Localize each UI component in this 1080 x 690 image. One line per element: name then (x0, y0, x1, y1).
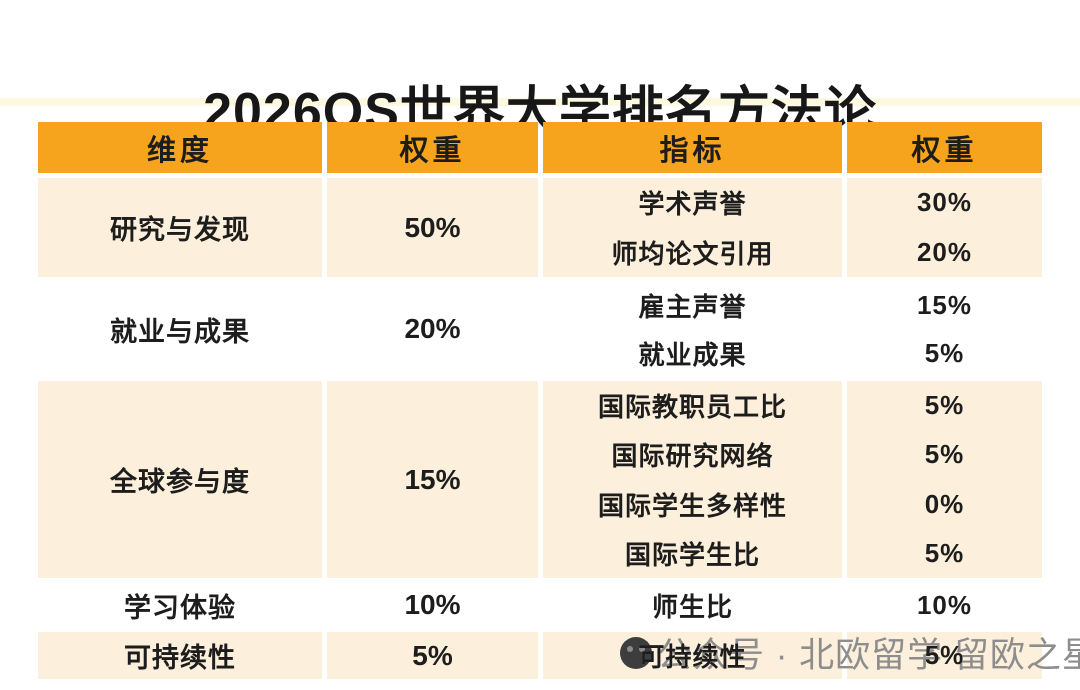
indicator-name: 就业成果 (638, 339, 747, 370)
table-header-row: 维度 权重 指标 权重 (38, 122, 1043, 173)
table-row-sustainability: 可持续性 5% 可持续性 5% (38, 632, 1043, 679)
indicator-weight-list: 5% (847, 632, 1042, 679)
table-row-research-discovery: 研究与发现 50% 学术声誉 师均论文引用 30% 20% (38, 178, 1043, 277)
dimension-name: 可持续性 (38, 632, 322, 679)
indicator-weight-list: 30% 20% (847, 178, 1042, 277)
indicator-weight: 15% (916, 289, 973, 320)
indicator-name-list: 学术声誉 师均论文引用 (543, 178, 842, 277)
indicator-weight: 10% (916, 589, 973, 620)
indicator-weight: 30% (916, 187, 973, 218)
indicator-name-list: 可持续性 (543, 632, 842, 679)
header-cell-indicator-weight: 权重 (847, 122, 1042, 173)
dimension-name: 就业与成果 (38, 281, 322, 377)
indicator-weight-list: 10% (847, 582, 1042, 628)
indicator-weight: 5% (924, 439, 965, 470)
header-cell-dimension-weight: 权重 (327, 122, 538, 173)
indicator-weight: 5% (924, 337, 965, 368)
indicator-weight: 5% (924, 390, 965, 421)
dimension-name: 全球参与度 (38, 381, 322, 578)
dimension-name: 学习体验 (38, 582, 322, 628)
dimension-name: 研究与发现 (38, 178, 322, 277)
indicator-weight: 5% (924, 537, 965, 568)
indicator-name: 雇主声誉 (638, 291, 747, 322)
indicator-weight: 20% (916, 236, 973, 267)
table-row-learning-experience: 学习体验 10% 师生比 10% (38, 582, 1043, 628)
title-glow-band (0, 98, 1080, 106)
indicator-weight: 5% (924, 640, 965, 670)
indicator-name-list: 国际教职员工比 国际研究网络 国际学生多样性 国际学生比 (543, 381, 842, 578)
dimension-weight: 50% (327, 178, 538, 277)
dimension-weight: 5% (327, 632, 538, 679)
indicator-name-list: 雇主声誉 就业成果 (543, 281, 842, 377)
indicator-name: 国际研究网络 (611, 441, 774, 472)
indicator-weight-list: 15% 5% (847, 281, 1042, 377)
indicator-name: 国际学生多样性 (597, 490, 787, 521)
indicator-weight-list: 5% 5% 0% 5% (847, 381, 1042, 578)
indicator-name: 学术声誉 (638, 189, 747, 220)
indicator-name: 国际学生比 (624, 539, 760, 570)
indicator-name: 师均论文引用 (611, 238, 774, 269)
dimension-weight: 15% (327, 381, 538, 578)
header-cell-dimension: 维度 (38, 122, 322, 173)
indicator-name: 可持续性 (638, 642, 747, 672)
table-row-employability-outcomes: 就业与成果 20% 雇主声誉 就业成果 15% 5% (38, 281, 1043, 377)
dimension-weight: 20% (327, 281, 538, 377)
indicator-name: 师生比 (651, 591, 733, 622)
table-row-global-engagement: 全球参与度 15% 国际教职员工比 国际研究网络 国际学生多样性 国际学生比 5… (38, 381, 1043, 578)
indicator-name-list: 师生比 (543, 582, 842, 628)
indicator-weight: 0% (924, 488, 965, 519)
indicator-name: 国际教职员工比 (597, 392, 787, 423)
header-cell-indicator: 指标 (543, 122, 842, 173)
methodology-table: 维度 权重 指标 权重 研究与发现 50% 学术声誉 师均论文引用 30% 20… (38, 122, 1043, 683)
dimension-weight: 10% (327, 582, 538, 628)
